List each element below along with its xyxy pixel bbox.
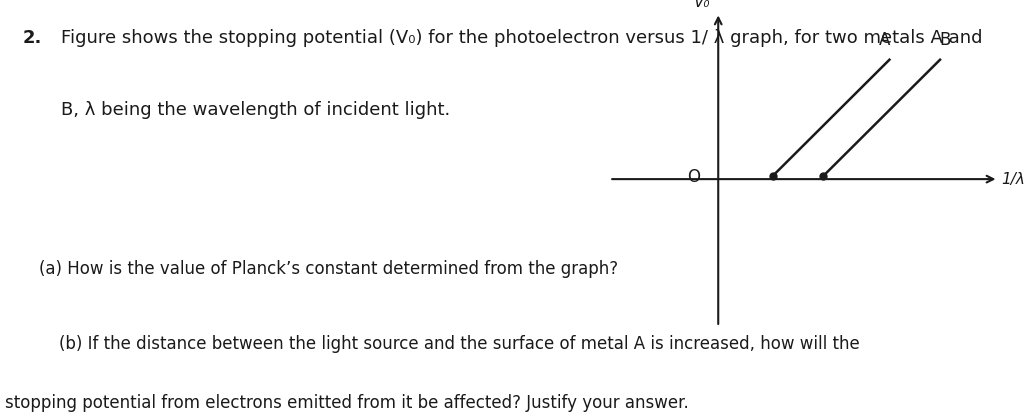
Text: (a) How is the value of Planck’s constant determined from the graph?: (a) How is the value of Planck’s constan… <box>39 260 618 278</box>
Text: A: A <box>879 31 890 49</box>
Text: O: O <box>687 168 699 186</box>
Text: stopping potential from electrons emitted from it be affected? Justify your answ: stopping potential from electrons emitte… <box>5 394 689 412</box>
Text: B, λ being the wavelength of incident light.: B, λ being the wavelength of incident li… <box>61 101 451 119</box>
Text: 1/λ: 1/λ <box>1001 172 1024 186</box>
Text: B: B <box>939 31 951 49</box>
Text: V₀: V₀ <box>693 0 710 10</box>
Text: Figure shows the stopping potential (V₀) for the photoelectron versus 1/ λ graph: Figure shows the stopping potential (V₀)… <box>61 29 983 47</box>
Text: 2.: 2. <box>23 29 42 47</box>
Text: (b) If the distance between the light source and the surface of metal A is incre: (b) If the distance between the light so… <box>59 335 860 353</box>
